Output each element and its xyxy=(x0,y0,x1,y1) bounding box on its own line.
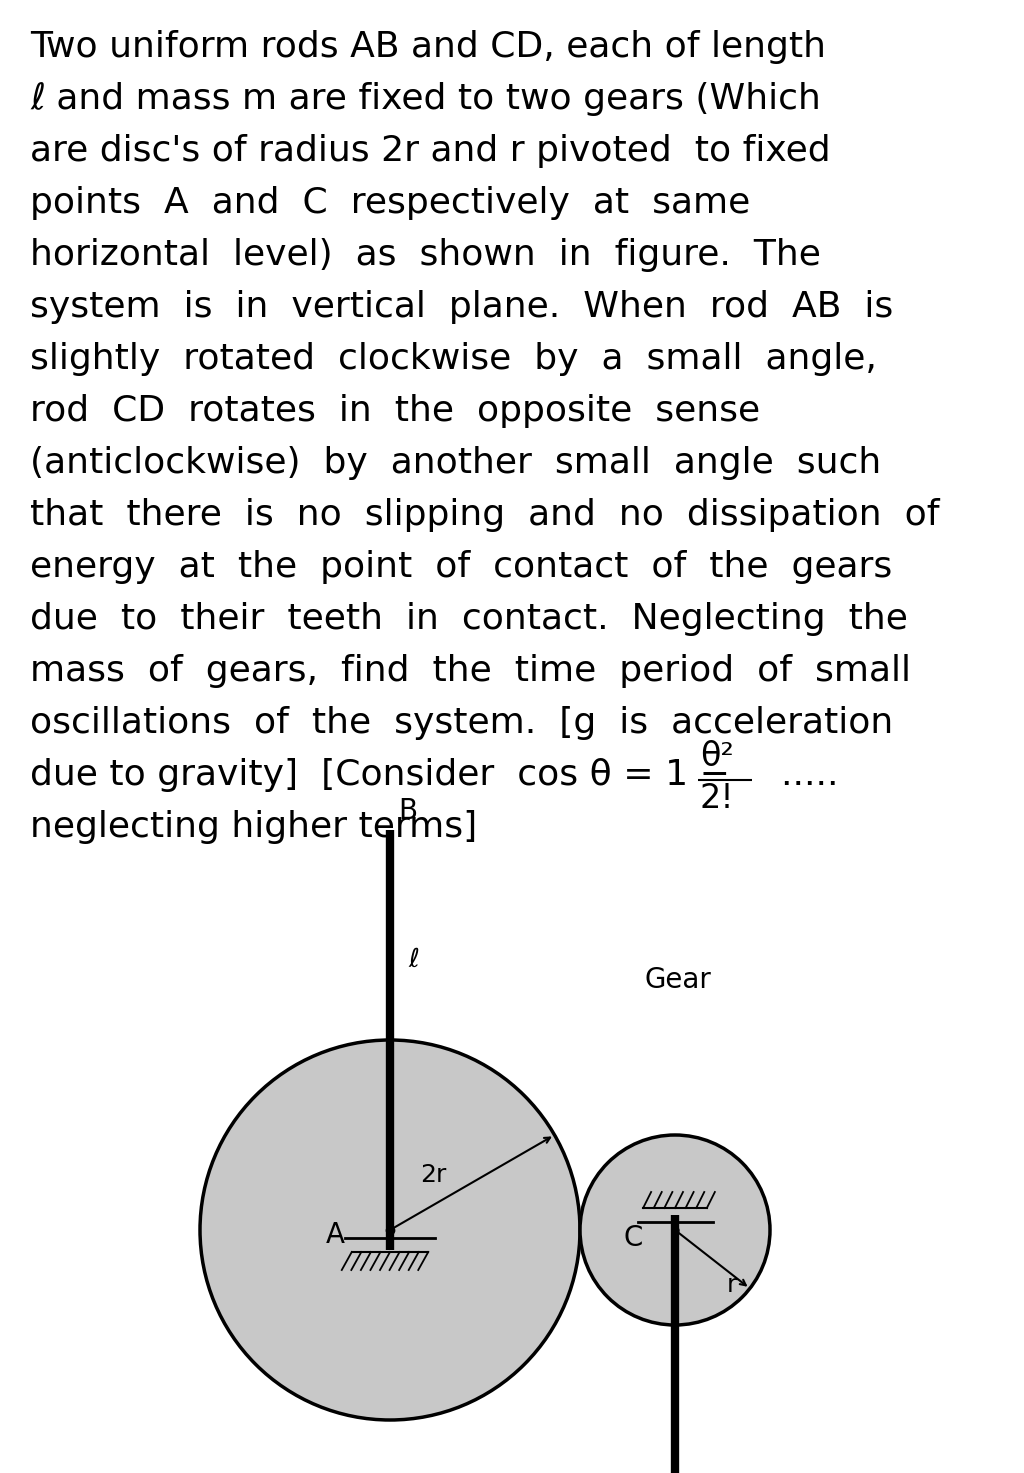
Text: energy  at  the  point  of  contact  of  the  gears: energy at the point of contact of the ge… xyxy=(30,549,892,583)
Text: system  is  in  vertical  plane.  When  rod  AB  is: system is in vertical plane. When rod AB… xyxy=(30,290,893,324)
Text: A: A xyxy=(326,1221,344,1249)
Text: oscillations  of  the  system.  [g  is  acceleration: oscillations of the system. [g is accele… xyxy=(30,706,893,739)
Text: points  A  and  C  respectively  at  same: points A and C respectively at same xyxy=(30,186,751,219)
Text: B: B xyxy=(398,797,417,825)
Text: neglecting higher terms]: neglecting higher terms] xyxy=(30,810,477,844)
Text: ℓ and mass m are fixed to two gears (Which: ℓ and mass m are fixed to two gears (Whi… xyxy=(30,82,821,116)
Text: Gear: Gear xyxy=(645,966,712,994)
Text: ℓ: ℓ xyxy=(408,947,419,974)
Text: r: r xyxy=(727,1273,737,1298)
Circle shape xyxy=(200,1040,580,1420)
Text: are disc's of radius 2r and r pivoted  to fixed: are disc's of radius 2r and r pivoted to… xyxy=(30,134,830,168)
Text: 2!: 2! xyxy=(700,782,734,815)
Text: that  there  is  no  slipping  and  no  dissipation  of: that there is no slipping and no dissipa… xyxy=(30,498,939,532)
Text: slightly  rotated  clockwise  by  a  small  angle,: slightly rotated clockwise by a small an… xyxy=(30,342,877,376)
Text: rod  CD  rotates  in  the  opposite  sense: rod CD rotates in the opposite sense xyxy=(30,393,760,429)
Text: (anticlockwise)  by  another  small  angle  such: (anticlockwise) by another small angle s… xyxy=(30,446,882,480)
Text: .....: ..... xyxy=(758,759,839,792)
Text: 2r: 2r xyxy=(420,1164,446,1187)
Text: due  to  their  teeth  in  contact.  Neglecting  the: due to their teeth in contact. Neglectin… xyxy=(30,602,908,636)
Text: due to gravity]  [Consider  cos θ = 1 −: due to gravity] [Consider cos θ = 1 − xyxy=(30,759,730,792)
Text: Two uniform rods AB and CD, each of length: Two uniform rods AB and CD, each of leng… xyxy=(30,29,826,63)
Text: θ²: θ² xyxy=(700,739,734,773)
Text: mass  of  gears,  find  the  time  period  of  small: mass of gears, find the time period of s… xyxy=(30,654,911,688)
Text: C: C xyxy=(624,1224,643,1252)
Text: horizontal  level)  as  shown  in  figure.  The: horizontal level) as shown in figure. Th… xyxy=(30,239,821,273)
Circle shape xyxy=(580,1136,770,1326)
